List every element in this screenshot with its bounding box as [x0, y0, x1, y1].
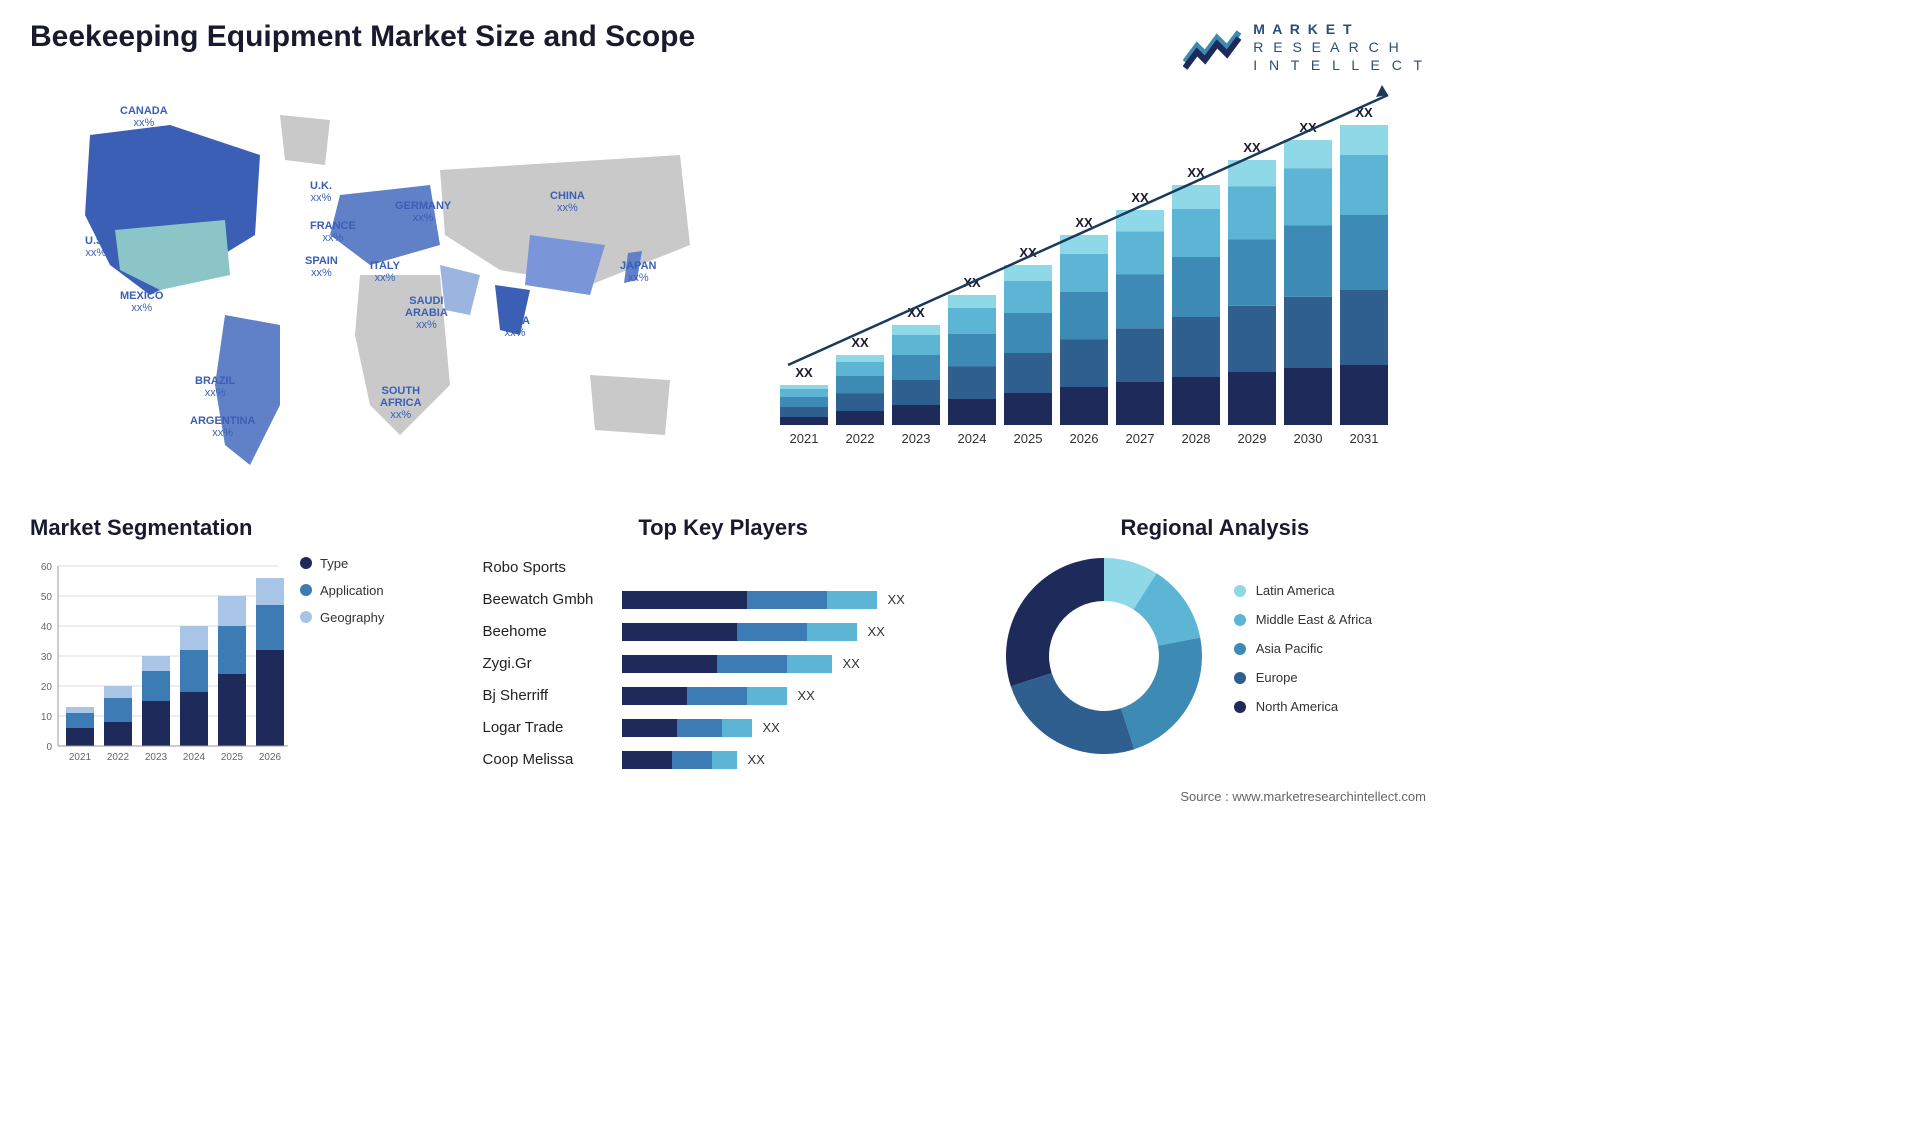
svg-text:2029: 2029 [1238, 431, 1267, 446]
svg-text:2021: 2021 [69, 752, 92, 763]
player-bar [622, 751, 737, 769]
player-bar [622, 623, 857, 641]
player-name: Bj Sherriff [482, 687, 622, 704]
svg-text:2025: 2025 [1014, 431, 1043, 446]
logo-icon [1183, 24, 1243, 70]
player-name: Zygi.Gr [482, 655, 622, 672]
svg-text:10: 10 [41, 712, 53, 723]
player-bar [622, 687, 787, 705]
svg-text:2022: 2022 [107, 752, 130, 763]
svg-text:2026: 2026 [259, 752, 282, 763]
map-svg [30, 85, 730, 485]
svg-text:0: 0 [46, 742, 52, 753]
seg-legend-item: Geography [300, 610, 384, 625]
player-bar [622, 591, 877, 609]
player-name: Beehome [482, 623, 622, 640]
svg-text:50: 50 [41, 592, 53, 603]
svg-text:XX: XX [851, 335, 869, 350]
player-bar [622, 655, 832, 673]
country-label: FRANCExx% [310, 220, 356, 244]
regional-legend-item: North America [1234, 699, 1372, 714]
segmentation-title: Market Segmentation [30, 515, 442, 541]
country-label: SAUDIARABIAxx% [405, 295, 448, 331]
player-row: Beehome XX [482, 620, 963, 644]
regional-donut [1004, 556, 1204, 756]
svg-text:60: 60 [41, 562, 53, 573]
brand-logo: M A R K E T R E S E A R C H I N T E L L … [1183, 20, 1426, 75]
segmentation-chart: 0 10 20 30 40 50 60 2021 2022 2023 2024 2025 2026 [30, 556, 280, 766]
svg-text:30: 30 [41, 652, 53, 663]
country-label: ARGENTINAxx% [190, 415, 255, 439]
player-row: Bj Sherriff XX [482, 684, 963, 708]
player-name: Robo Sports [482, 559, 622, 576]
regional-legend-item: Europe [1234, 670, 1372, 685]
svg-text:2028: 2028 [1182, 431, 1211, 446]
player-bar [622, 719, 752, 737]
seg-legend-item: Type [300, 556, 384, 571]
player-row: Beewatch Gmbh XX [482, 588, 963, 612]
country-label: CANADAxx% [120, 105, 168, 129]
country-label: GERMANYxx% [395, 200, 451, 224]
logo-line2: R E S E A R C H [1253, 38, 1426, 56]
regional-legend-item: Middle East & Africa [1234, 612, 1372, 627]
logo-line3: I N T E L L E C T [1253, 56, 1426, 74]
player-name: Beewatch Gmbh [482, 591, 622, 608]
country-label: BRAZILxx% [195, 375, 235, 399]
regional-legend-item: Latin America [1234, 583, 1372, 598]
svg-text:2030: 2030 [1294, 431, 1323, 446]
country-label: SPAINxx% [305, 255, 338, 279]
svg-text:40: 40 [41, 622, 53, 633]
page-title: Beekeeping Equipment Market Size and Sco… [30, 20, 695, 54]
players-list: Robo SportsBeewatch GmbhXXBeehomeXXZygi.… [482, 556, 963, 772]
regional-title: Regional Analysis [1004, 515, 1426, 541]
player-row: Zygi.Gr XX [482, 652, 963, 676]
player-name: Coop Melissa [482, 751, 622, 768]
player-value: XX [797, 688, 814, 703]
country-label: INDIAxx% [500, 315, 530, 339]
player-value: XX [887, 592, 904, 607]
country-label: U.K.xx% [310, 180, 332, 204]
players-title: Top Key Players [482, 515, 963, 541]
country-label: JAPANxx% [620, 260, 656, 284]
svg-text:2023: 2023 [145, 752, 168, 763]
svg-text:20: 20 [41, 682, 53, 693]
regional-legend: Latin America Middle East & Africa Asia Pa… [1234, 583, 1372, 728]
regional-legend-item: Asia Pacific [1234, 641, 1372, 656]
logo-line1: M A R K E T [1253, 20, 1426, 38]
player-value: XX [762, 720, 779, 735]
svg-text:XX: XX [795, 365, 813, 380]
svg-text:2025: 2025 [221, 752, 244, 763]
svg-text:2027: 2027 [1126, 431, 1155, 446]
country-label: U.S.xx% [85, 235, 106, 259]
player-value: XX [867, 624, 884, 639]
player-row: Robo Sports [482, 556, 963, 580]
svg-text:2024: 2024 [183, 752, 206, 763]
player-value: XX [747, 752, 764, 767]
country-label: MEXICOxx% [120, 290, 163, 314]
svg-text:2024: 2024 [958, 431, 987, 446]
svg-text:2026: 2026 [1070, 431, 1099, 446]
svg-text:2022: 2022 [846, 431, 875, 446]
country-label: ITALYxx% [370, 260, 400, 284]
seg-legend-item: Application [300, 583, 384, 598]
svg-text:2023: 2023 [902, 431, 931, 446]
country-label: SOUTHAFRICAxx% [380, 385, 422, 421]
svg-text:2021: 2021 [790, 431, 819, 446]
svg-text:2031: 2031 [1350, 431, 1379, 446]
player-row: Logar Trade XX [482, 716, 963, 740]
player-value: XX [842, 656, 859, 671]
world-map: CANADAxx% U.S.xx% MEXICOxx% BRAZILxx% ARGENT… [30, 85, 730, 485]
segmentation-legend: Type Application Geography [300, 556, 384, 766]
growth-bar-chart: XX2021XX2022XX2023XX2024XX2025XX2026XX20… [760, 85, 1410, 465]
player-row: Coop Melissa XX [482, 748, 963, 772]
source-text: Source : www.marketresearchintellect.com [1180, 789, 1426, 804]
country-label: CHINAxx% [550, 190, 585, 214]
player-name: Logar Trade [482, 719, 622, 736]
